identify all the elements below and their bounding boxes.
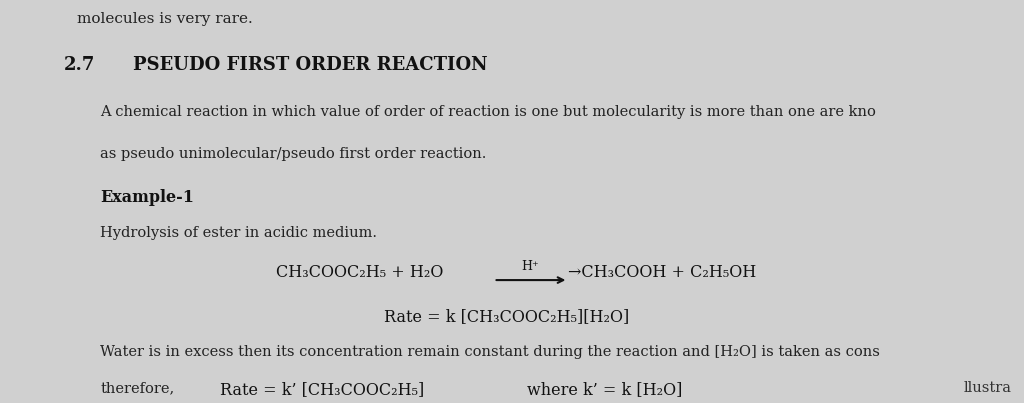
Text: Example-1: Example-1 (100, 189, 195, 206)
Text: molecules is very rare.: molecules is very rare. (77, 12, 253, 26)
Text: PSEUDO FIRST ORDER REACTION: PSEUDO FIRST ORDER REACTION (133, 56, 487, 75)
Text: 2.7: 2.7 (63, 56, 95, 75)
Text: therefore,: therefore, (100, 381, 175, 395)
Text: where k’ = k [H₂O]: where k’ = k [H₂O] (527, 381, 683, 398)
Text: Water is in excess then its concentration remain constant during the reaction an: Water is in excess then its concentratio… (100, 345, 881, 359)
Text: H⁺: H⁺ (521, 260, 540, 273)
Text: llustra: llustra (964, 381, 1012, 395)
Text: →CH₃COOH + C₂H₅OH: →CH₃COOH + C₂H₅OH (568, 264, 757, 281)
Text: A chemical reaction in which value of order of reaction is one but molecularity : A chemical reaction in which value of or… (100, 105, 877, 119)
Text: Rate = k [CH₃COOC₂H₅][H₂O]: Rate = k [CH₃COOC₂H₅][H₂O] (384, 308, 630, 325)
Text: Hydrolysis of ester in acidic medium.: Hydrolysis of ester in acidic medium. (100, 226, 378, 240)
Text: as pseudo unimolecular/pseudo first order reaction.: as pseudo unimolecular/pseudo first orde… (100, 147, 486, 161)
Text: CH₃COOC₂H₅ + H₂O: CH₃COOC₂H₅ + H₂O (276, 264, 443, 281)
Text: Rate = k’ [CH₃COOC₂H₅]: Rate = k’ [CH₃COOC₂H₅] (220, 381, 424, 398)
